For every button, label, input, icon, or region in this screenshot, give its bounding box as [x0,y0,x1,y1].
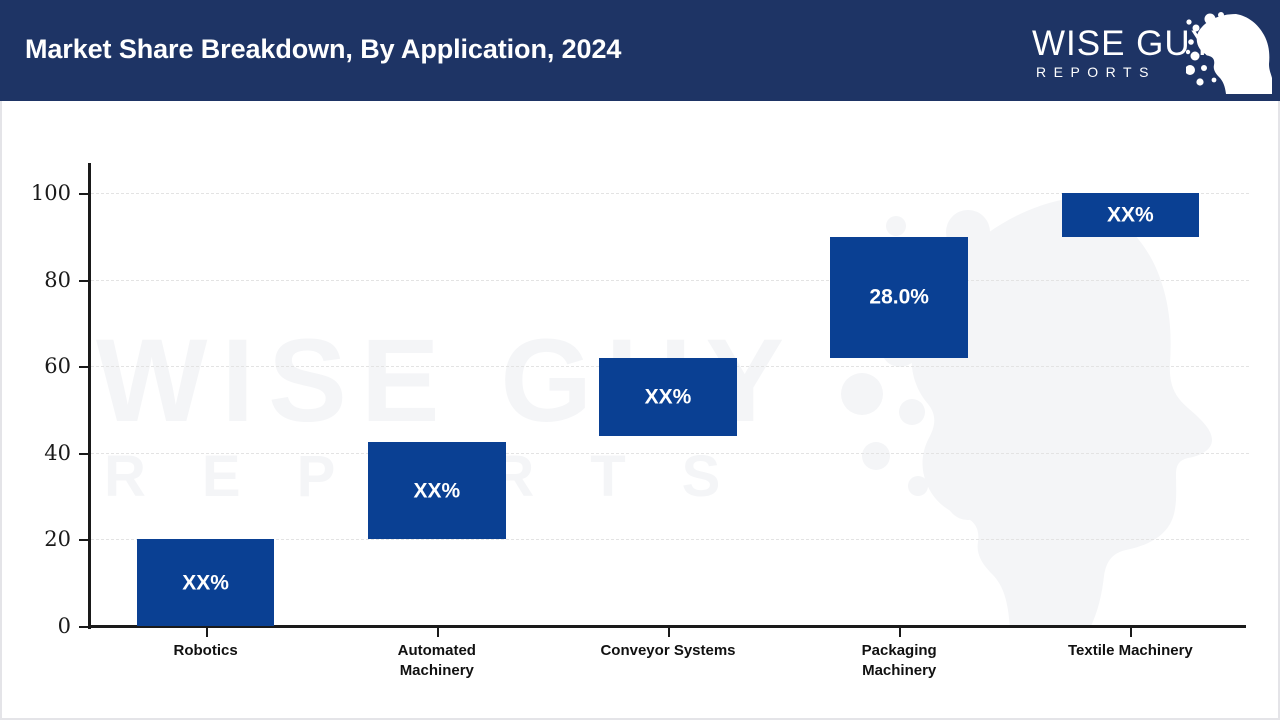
wise-guy-head-icon [1186,12,1272,94]
y-axis-tick [79,366,89,369]
bar-value-label: XX% [644,385,692,409]
gridline [91,193,1249,195]
gridline [91,452,1249,454]
y-axis-tick-label: 20 [44,527,71,552]
x-axis-tick [1130,627,1133,637]
page-title: Market Share Breakdown, By Application, … [25,34,622,64]
x-axis-tick [436,627,439,637]
header-bar: Market Share Breakdown, By Application, … [0,0,1280,101]
y-axis-tick [79,539,89,542]
y-axis-tick [79,279,89,282]
x-axis-category-label: Robotics [173,642,238,659]
x-axis-tick [899,627,902,637]
y-axis-tick [79,452,89,455]
x-axis-tick [668,627,670,637]
logo-subword: REPORTS [1036,64,1156,80]
bar[interactable] [599,357,737,436]
logo-wordmark: WISE GUY [1032,24,1216,63]
bar[interactable] [368,442,506,540]
wise-guy-reports-logo[interactable]: WISE GUY REPORTS [1022,10,1272,94]
x-axis-category-label: Automated Machinery [397,642,476,679]
bar-value-label: XX% [1107,203,1154,227]
bar-value-label: 28.0% [869,285,929,309]
gridline [91,279,1249,281]
bar-value-label: XX% [413,479,461,503]
y-axis-tick-label: 0 [57,614,71,638]
x-axis-category-label: Conveyor Systems [600,642,736,659]
y-axis-tick-label: 80 [44,267,71,292]
bar-value-label: XX% [182,571,229,595]
y-axis-tick [79,193,89,196]
x-axis-line [88,625,1246,628]
bar[interactable] [830,236,968,358]
y-axis-tick [79,626,89,628]
y-axis-tick-label: 100 [30,181,71,206]
x-axis-category-label: Packaging Machinery [861,642,937,679]
x-axis-tick [205,627,208,637]
bar[interactable] [1061,193,1200,237]
y-axis-tick-label: 40 [44,440,71,465]
y-axis-tick-label: 60 [44,354,71,379]
gridline [91,539,1249,541]
y-axis-line [88,163,91,629]
bar[interactable] [136,539,275,626]
x-axis-category-label: Textile Machinery [1068,642,1193,659]
